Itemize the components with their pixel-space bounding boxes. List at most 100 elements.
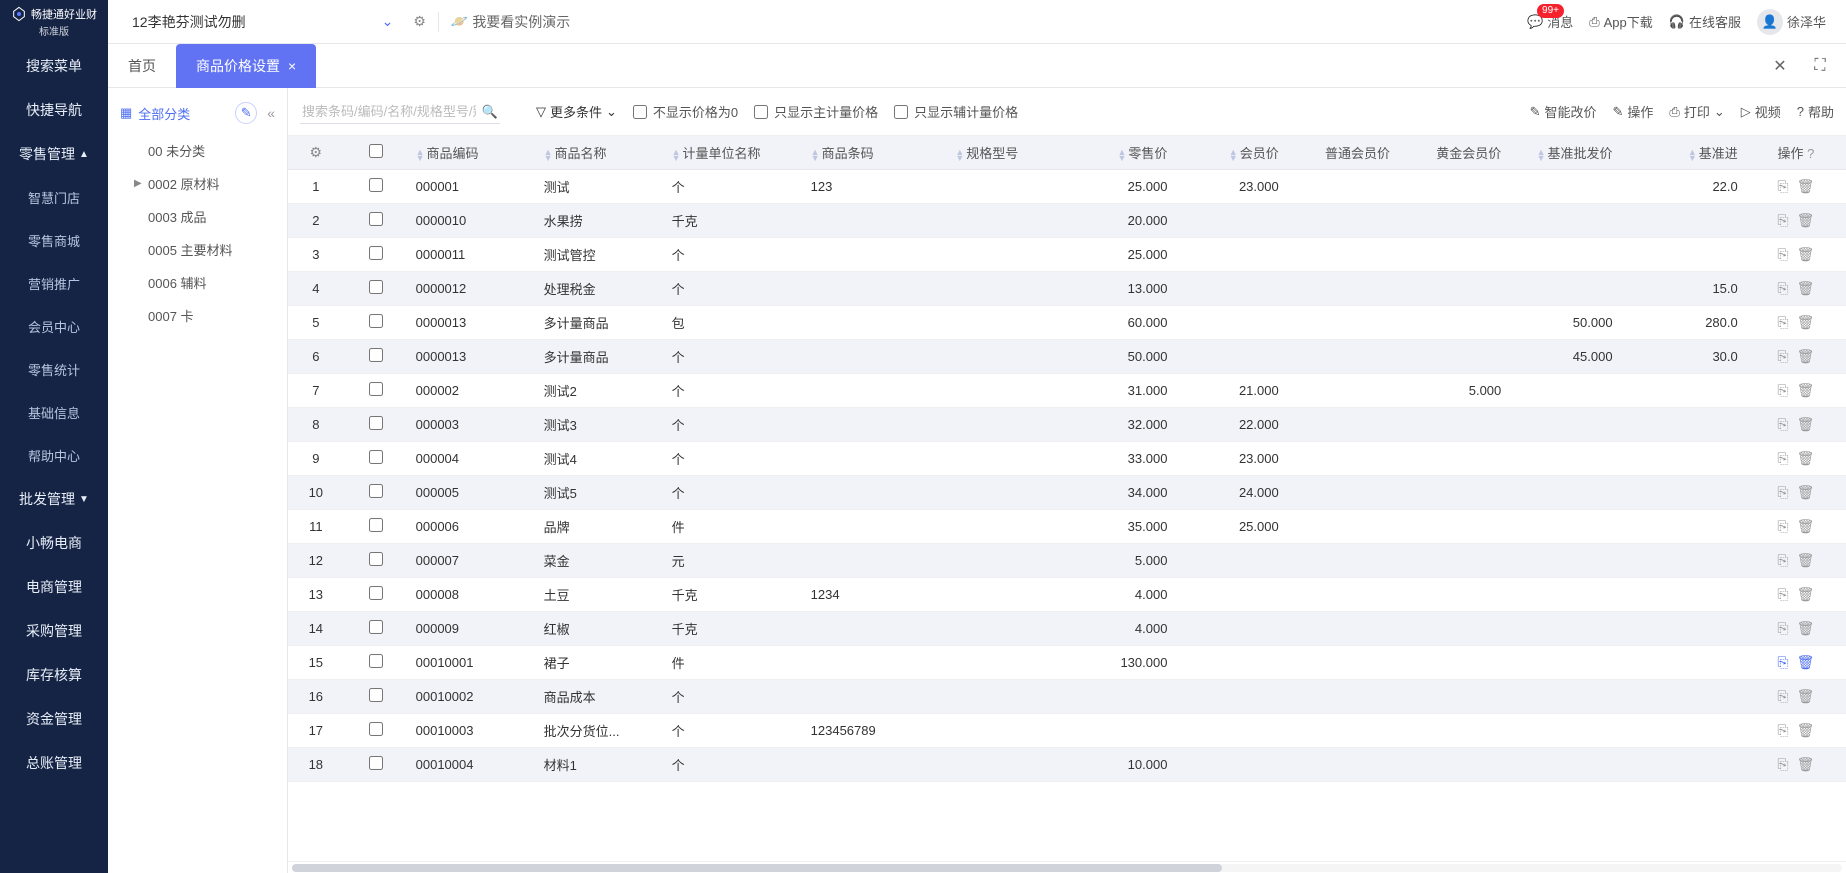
row-checkbox[interactable]: [369, 654, 383, 668]
row-checkbox[interactable]: [369, 246, 383, 260]
horizontal-scrollbar[interactable]: [288, 861, 1846, 873]
row-edit-icon[interactable]: ⎘: [1777, 654, 1788, 671]
col-name[interactable]: ▲▼商品名称: [536, 136, 664, 170]
row-edit-icon[interactable]: ⎘: [1777, 348, 1788, 365]
row-delete-icon[interactable]: 🗑: [1797, 654, 1815, 671]
sidebar-search[interactable]: 搜索菜单: [0, 44, 108, 88]
category-item[interactable]: ▶0002 原材料: [130, 167, 279, 200]
fullscreen-button[interactable]: ⛶: [1806, 52, 1834, 80]
table-row[interactable]: 14 000009 红椒 千克 4.000 ⎘🗑: [288, 612, 1846, 646]
sidebar-fund[interactable]: 资金管理: [0, 697, 108, 741]
sidebar-quick-nav[interactable]: 快捷导航: [0, 88, 108, 132]
row-delete-icon[interactable]: 🗑: [1797, 178, 1815, 195]
row-delete-icon[interactable]: 🗑: [1797, 314, 1815, 331]
row-delete-icon[interactable]: 🗑: [1797, 518, 1815, 535]
row-edit-icon[interactable]: ⎘: [1777, 246, 1788, 263]
support-button[interactable]: 🎧 在线客服: [1669, 12, 1741, 31]
row-checkbox[interactable]: [369, 280, 383, 294]
sidebar-sub-item[interactable]: 零售统计: [0, 348, 108, 391]
user-menu[interactable]: 👤 徐泽华: [1757, 9, 1826, 35]
table-row[interactable]: 12 000007 菜金 元 5.000 ⎘🗑: [288, 544, 1846, 578]
row-checkbox[interactable]: [369, 484, 383, 498]
col-spec[interactable]: ▲▼规格型号: [947, 136, 1064, 170]
row-edit-icon[interactable]: ⎘: [1777, 450, 1788, 467]
table-row[interactable]: 17 00010003 批次分货位... 个 123456789 ⎘🗑: [288, 714, 1846, 748]
table-row[interactable]: 3 0000011 测试管控 个 25.000 ⎘🗑: [288, 238, 1846, 272]
app-download-button[interactable]: ⎙ App下载: [1589, 12, 1653, 31]
col-member[interactable]: ▲▼会员价: [1175, 136, 1286, 170]
sidebar-ledger[interactable]: 总账管理: [0, 741, 108, 785]
row-edit-icon[interactable]: ⎘: [1777, 552, 1788, 569]
table-settings-icon[interactable]: ⚙: [310, 144, 323, 160]
table-row[interactable]: 1 000001 测试 个 123 25.000 23.000 22.0 ⎘🗑: [288, 170, 1846, 204]
row-edit-icon[interactable]: ⎘: [1777, 484, 1788, 501]
row-delete-icon[interactable]: 🗑: [1797, 484, 1815, 501]
category-item[interactable]: 00 未分类: [130, 134, 279, 167]
row-checkbox[interactable]: [369, 518, 383, 532]
collapse-panel-button[interactable]: «: [267, 105, 275, 121]
demo-link[interactable]: 🪐 我要看实例演示: [451, 12, 570, 32]
table-row[interactable]: 6 0000013 多计量商品 个 50.000 45.000 30.0 ⎘🗑: [288, 340, 1846, 374]
row-checkbox[interactable]: [369, 756, 383, 770]
category-item[interactable]: 0006 辅料: [130, 266, 279, 299]
table-row[interactable]: 15 00010001 裙子 件 130.000 ⎘🗑: [288, 646, 1846, 680]
table-row[interactable]: 5 0000013 多计量商品 包 60.000 50.000 280.0 ⎘🗑: [288, 306, 1846, 340]
row-edit-icon[interactable]: ⎘: [1777, 518, 1788, 535]
checkbox-hide-zero[interactable]: 不显示价格为0: [633, 102, 738, 121]
row-checkbox[interactable]: [369, 212, 383, 226]
row-delete-icon[interactable]: 🗑: [1797, 280, 1815, 297]
row-delete-icon[interactable]: 🗑: [1797, 722, 1815, 739]
sidebar-ecom[interactable]: 小畅电商: [0, 521, 108, 565]
smart-price-button[interactable]: ✎智能改价: [1530, 102, 1597, 121]
edit-categories-button[interactable]: ✎: [235, 102, 257, 124]
row-delete-icon[interactable]: 🗑: [1797, 246, 1815, 263]
row-checkbox[interactable]: [369, 620, 383, 634]
row-edit-icon[interactable]: ⎘: [1777, 382, 1788, 399]
row-delete-icon[interactable]: 🗑: [1797, 348, 1815, 365]
sidebar-sub-item[interactable]: 会员中心: [0, 305, 108, 348]
select-all-checkbox[interactable]: [369, 144, 383, 158]
row-edit-icon[interactable]: ⎘: [1777, 416, 1788, 433]
category-item[interactable]: 0007 卡: [130, 299, 279, 332]
messages-button[interactable]: 💬 消息 99+: [1527, 12, 1573, 31]
checkbox-main-unit[interactable]: 只显示主计量价格: [754, 102, 878, 121]
row-delete-icon[interactable]: 🗑: [1797, 212, 1815, 229]
sidebar-inventory[interactable]: 库存核算: [0, 653, 108, 697]
row-checkbox[interactable]: [369, 688, 383, 702]
table-row[interactable]: 13 000008 土豆 千克 1234 4.000 ⎘🗑: [288, 578, 1846, 612]
sidebar-retail-mgmt[interactable]: 零售管理▲: [0, 132, 108, 176]
help-button[interactable]: ?帮助: [1797, 102, 1834, 121]
row-edit-icon[interactable]: ⎘: [1777, 212, 1788, 229]
row-delete-icon[interactable]: 🗑: [1797, 382, 1815, 399]
col-code[interactable]: ▲▼商品编码: [408, 136, 536, 170]
row-checkbox[interactable]: [369, 416, 383, 430]
col-barcode[interactable]: ▲▼商品条码: [803, 136, 948, 170]
sidebar-sub-item[interactable]: 基础信息: [0, 391, 108, 434]
col-unit[interactable]: ▲▼计量单位名称: [664, 136, 803, 170]
table-row[interactable]: 9 000004 测试4 个 33.000 23.000 ⎘🗑: [288, 442, 1846, 476]
row-checkbox[interactable]: [369, 178, 383, 192]
row-edit-icon[interactable]: ⎘: [1777, 178, 1788, 195]
row-edit-icon[interactable]: ⎘: [1777, 314, 1788, 331]
table-row[interactable]: 16 00010002 商品成本 个 ⎘🗑: [288, 680, 1846, 714]
row-edit-icon[interactable]: ⎘: [1777, 688, 1788, 705]
table-row[interactable]: 4 0000012 处理税金 个 13.000 15.0 ⎘🗑: [288, 272, 1846, 306]
close-icon[interactable]: ×: [288, 58, 296, 74]
table-row[interactable]: 10 000005 测试5 个 34.000 24.000 ⎘🗑: [288, 476, 1846, 510]
col-retail[interactable]: ▲▼零售价: [1064, 136, 1175, 170]
project-selector[interactable]: 12李艳芬测试勿删 ⌄: [124, 8, 401, 36]
gear-icon[interactable]: ⚙: [413, 13, 426, 30]
row-edit-icon[interactable]: ⎘: [1777, 586, 1788, 603]
row-checkbox[interactable]: [369, 722, 383, 736]
tab-price-settings[interactable]: 商品价格设置 ×: [176, 44, 316, 88]
video-button[interactable]: ▷视频: [1741, 102, 1781, 121]
checkbox-aux-unit[interactable]: 只显示辅计量价格: [894, 102, 1018, 121]
operations-button[interactable]: ✎操作: [1612, 102, 1653, 121]
row-edit-icon[interactable]: ⎘: [1777, 620, 1788, 637]
row-delete-icon[interactable]: 🗑: [1797, 552, 1815, 569]
row-checkbox[interactable]: [369, 586, 383, 600]
sidebar-sub-item[interactable]: 智慧门店: [0, 176, 108, 219]
sidebar-purchase[interactable]: 采购管理: [0, 609, 108, 653]
table-row[interactable]: 11 000006 品牌 件 35.000 25.000 ⎘🗑: [288, 510, 1846, 544]
table-row[interactable]: 18 00010004 材料1 个 10.000 ⎘🗑: [288, 748, 1846, 782]
